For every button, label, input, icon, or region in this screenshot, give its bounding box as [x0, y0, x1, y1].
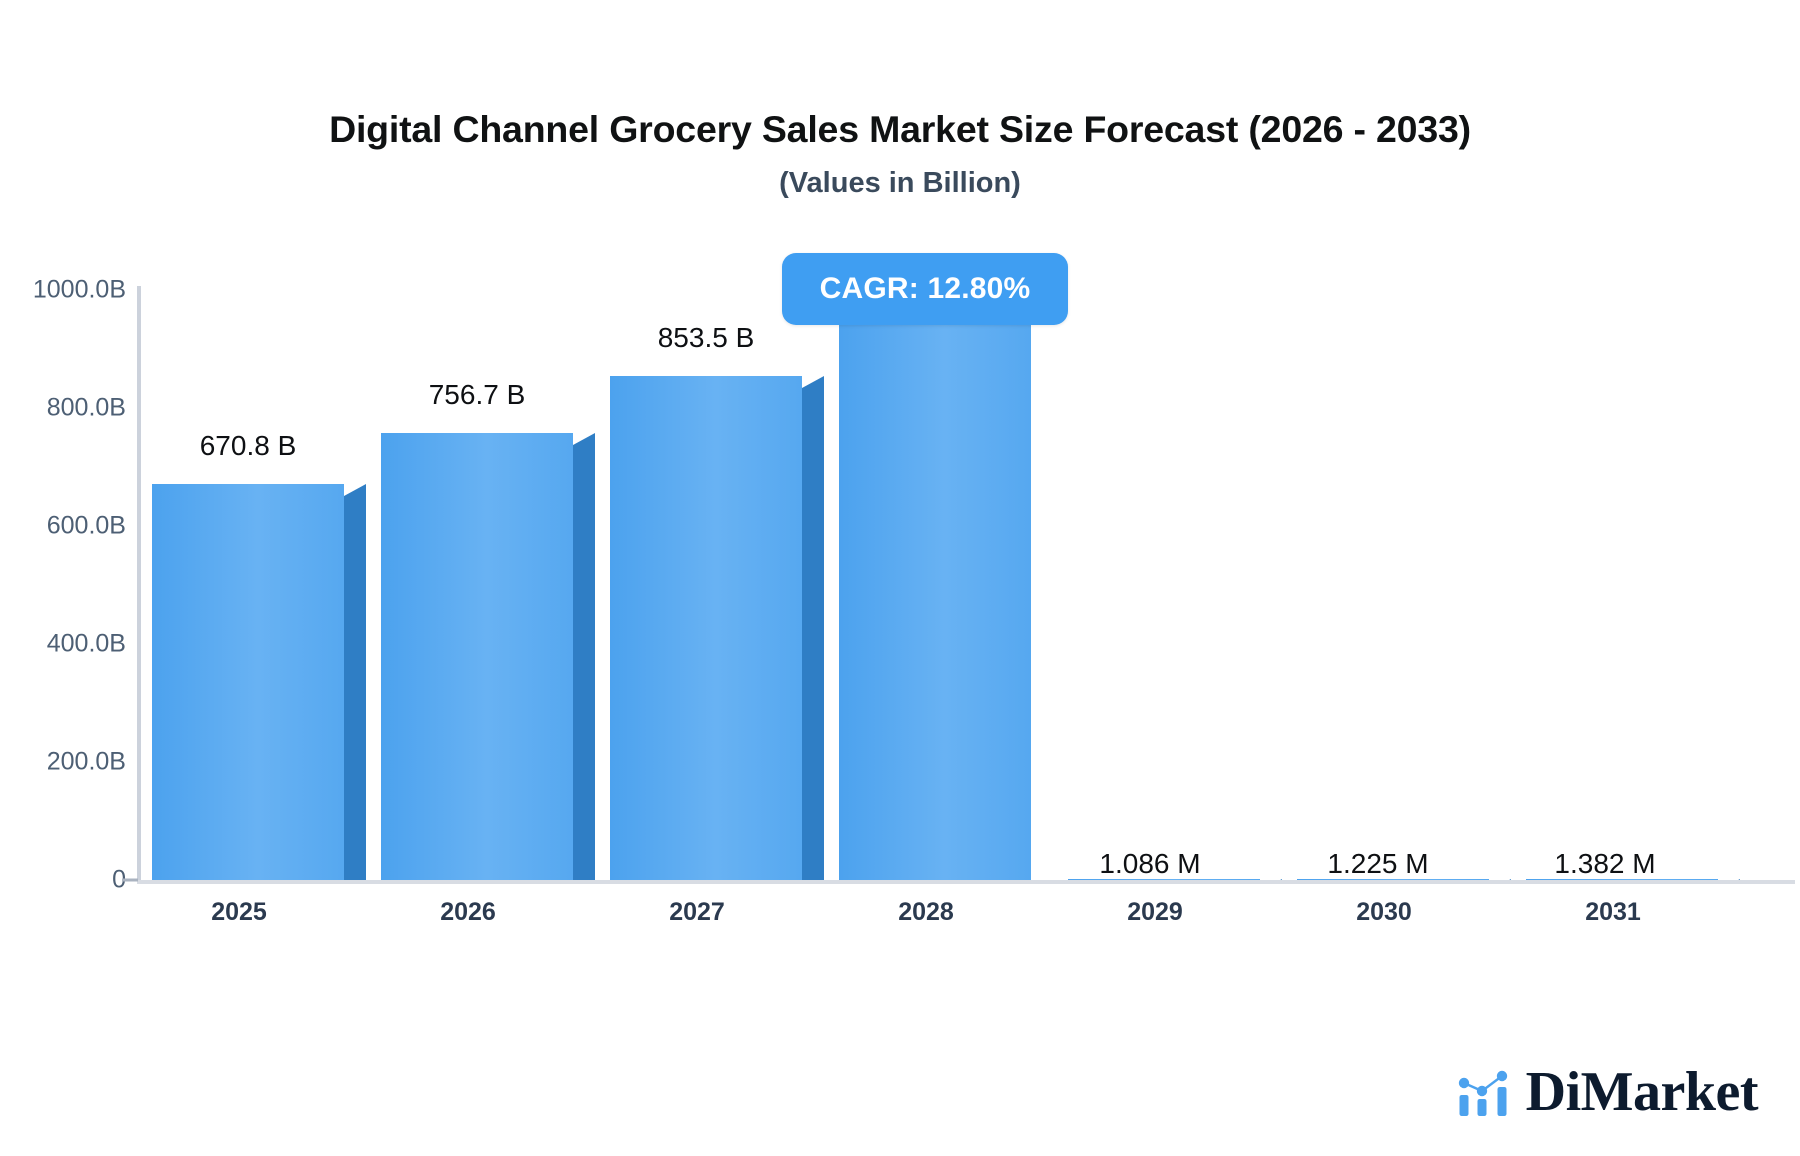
chart-subtitle: (Values in Billion) [779, 167, 1021, 199]
cagr-badge: CAGR: 12.80% [782, 253, 1068, 325]
x-tick-label-2027: 2027 [669, 898, 725, 926]
brand-watermark: DiMarket [1456, 1061, 1759, 1123]
bar-face [152, 484, 344, 880]
y-tick-label: 0 [112, 865, 126, 894]
y-tick-label: 1000.0B [32, 275, 126, 304]
x-tick-label-2030: 2030 [1356, 898, 1412, 926]
bar-value-label-2029: 1.086 M [1099, 848, 1201, 879]
x-tick-label-2031: 2031 [1585, 898, 1641, 926]
bar-side-face [802, 376, 824, 880]
bar-2025[interactable] [152, 484, 366, 880]
y-axis-line [137, 286, 141, 882]
y-tick-label: 800.0B [46, 393, 126, 422]
bar-value-label-2025: 670.8 B [199, 430, 297, 461]
bar-face [1526, 879, 1718, 880]
x-axis-line [137, 880, 1795, 884]
bar-value-label-2027: 853.5 B [657, 322, 755, 353]
chart-title: Digital Channel Grocery Sales Market Siz… [329, 108, 1471, 150]
bar-face [1297, 879, 1489, 880]
bar-side-face [573, 433, 595, 880]
bar-face [610, 376, 802, 880]
bar-2027[interactable] [610, 376, 824, 880]
y-tick-label: 400.0B [46, 629, 126, 658]
bar-value-label-2030: 1.225 M [1327, 848, 1429, 879]
bar-2028[interactable] [839, 322, 1031, 880]
brand-name: DiMarket [1525, 1061, 1759, 1123]
y-tick-label: 600.0B [46, 511, 126, 540]
y-tick-mark [122, 878, 138, 882]
y-tick-label: 200.0B [46, 747, 126, 776]
bar-value-label-2031: 1.382 M [1554, 848, 1656, 879]
bar-face [839, 322, 1031, 880]
bar-face [381, 433, 573, 880]
x-tick-label-2029: 2029 [1127, 898, 1183, 926]
bar-face [1068, 879, 1260, 880]
x-tick-label-2028: 2028 [898, 898, 954, 926]
x-tick-label-2025: 2025 [211, 898, 267, 926]
x-tick-label-2026: 2026 [440, 898, 496, 926]
bar-value-label-2026: 756.7 B [428, 379, 526, 410]
bar-side-face [344, 484, 366, 880]
bar-chart-icon [1458, 1070, 1507, 1116]
bar-2026[interactable] [381, 433, 595, 880]
